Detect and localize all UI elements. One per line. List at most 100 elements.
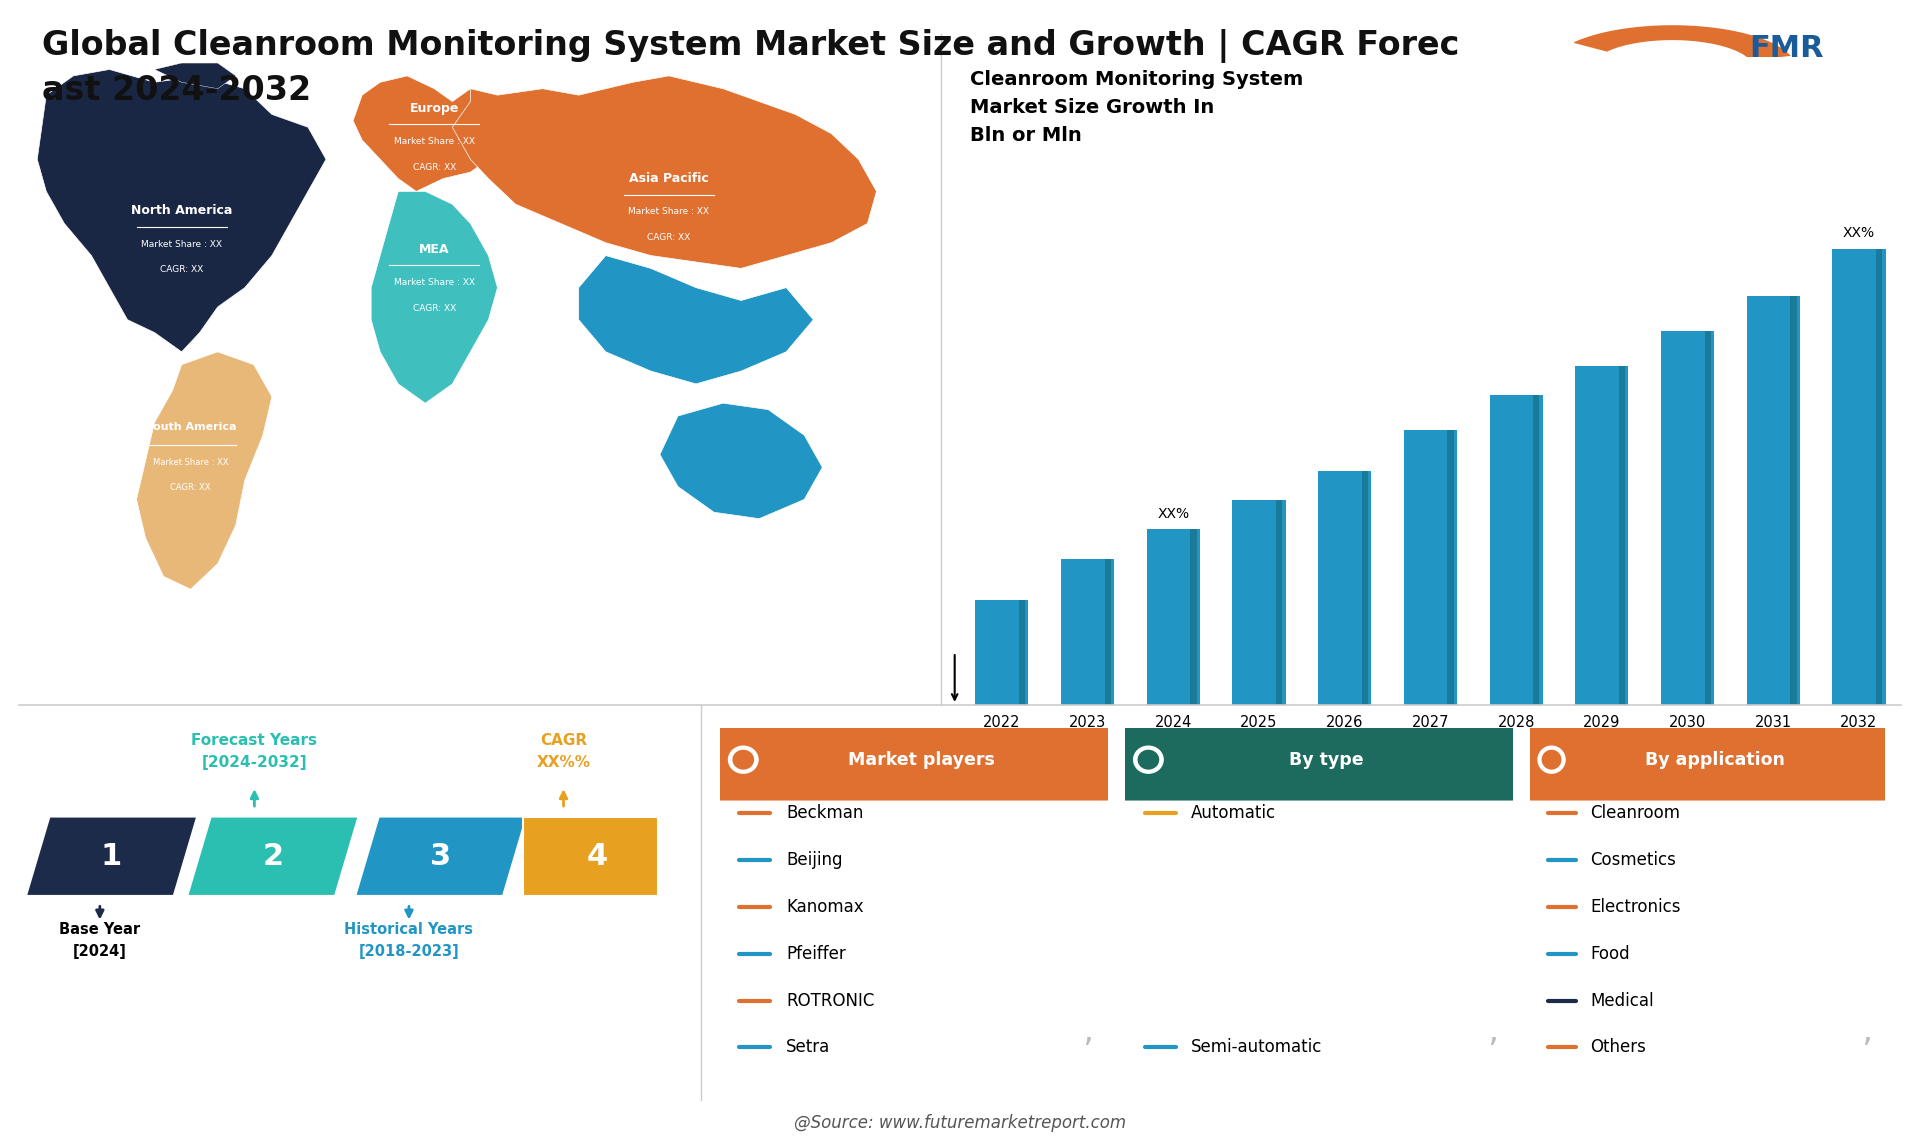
Circle shape: [1137, 749, 1160, 770]
FancyBboxPatch shape: [1112, 719, 1526, 801]
Circle shape: [1538, 746, 1565, 774]
Text: Cleanroom: Cleanroom: [1590, 804, 1680, 822]
Text: CAGR: XX: CAGR: XX: [413, 163, 455, 172]
Text: FMR: FMR: [1749, 33, 1824, 63]
Text: XX%: XX%: [1843, 226, 1876, 241]
Text: Forecast Years: Forecast Years: [192, 732, 317, 747]
Text: ’: ’: [1486, 1036, 1498, 1069]
Text: XX%: XX%: [1158, 507, 1188, 520]
Text: Base Year: Base Year: [60, 921, 140, 936]
Text: Global Cleanroom Monitoring System Market Size and Growth | CAGR Forec: Global Cleanroom Monitoring System Marke…: [42, 29, 1459, 63]
Polygon shape: [355, 816, 526, 896]
Polygon shape: [353, 76, 515, 191]
Polygon shape: [371, 191, 497, 403]
Text: CAGR: XX: CAGR: XX: [159, 265, 204, 274]
Polygon shape: [522, 816, 657, 896]
Text: South America: South America: [144, 423, 236, 432]
FancyBboxPatch shape: [1519, 719, 1897, 801]
Bar: [1876, 249, 1882, 705]
Text: Semi-automatic: Semi-automatic: [1190, 1038, 1323, 1057]
Text: Cleanroom Monitoring System
Market Size Growth In
Bln or Mln: Cleanroom Monitoring System Market Size …: [970, 70, 1304, 146]
Text: Europe: Europe: [409, 102, 459, 115]
Text: Beckman: Beckman: [785, 804, 864, 822]
Bar: [1104, 558, 1112, 705]
Text: Asia Pacific: Asia Pacific: [630, 172, 708, 186]
Polygon shape: [25, 816, 198, 896]
Bar: [975, 599, 1029, 705]
Text: By type: By type: [1290, 751, 1363, 769]
Polygon shape: [1572, 25, 1791, 61]
Text: ast 2024-2032: ast 2024-2032: [42, 74, 311, 108]
Polygon shape: [578, 256, 814, 384]
Text: [2024-2032]: [2024-2032]: [202, 755, 307, 770]
Bar: [1146, 529, 1200, 705]
Text: Market Share : XX: Market Share : XX: [394, 136, 474, 146]
Text: North America: North America: [131, 204, 232, 218]
Text: Pfeiffer: Pfeiffer: [785, 944, 845, 963]
Text: Medical: Medical: [1590, 991, 1655, 1010]
Bar: [1747, 296, 1799, 705]
Text: CAGR: CAGR: [540, 732, 588, 747]
Circle shape: [1542, 749, 1561, 770]
Text: Setra: Setra: [785, 1038, 829, 1057]
Text: Beijing: Beijing: [785, 850, 843, 869]
Text: CAGR: XX: CAGR: XX: [413, 304, 455, 313]
Text: ROTRONIC: ROTRONIC: [785, 991, 874, 1010]
Polygon shape: [136, 352, 273, 589]
Bar: [1619, 366, 1624, 705]
FancyBboxPatch shape: [707, 719, 1121, 801]
Text: ’: ’: [1081, 1036, 1092, 1069]
Text: 4: 4: [586, 841, 609, 871]
Circle shape: [1133, 746, 1164, 774]
Text: @Source: www.futuremarketreport.com: @Source: www.futuremarketreport.com: [795, 1114, 1125, 1132]
Polygon shape: [36, 70, 326, 352]
Bar: [1490, 395, 1542, 705]
Text: Food: Food: [1590, 944, 1630, 963]
Text: CAGR: XX: CAGR: XX: [647, 233, 691, 242]
Text: [2024]: [2024]: [73, 944, 127, 959]
Bar: [1574, 366, 1628, 705]
Text: Kanomax: Kanomax: [785, 897, 864, 916]
Text: Electronics: Electronics: [1590, 897, 1682, 916]
Polygon shape: [453, 76, 876, 268]
Polygon shape: [660, 403, 822, 519]
Bar: [1705, 331, 1711, 705]
Text: Historical Years: Historical Years: [344, 921, 474, 936]
Text: Cosmetics: Cosmetics: [1590, 850, 1676, 869]
Polygon shape: [186, 816, 359, 896]
Text: Market Share : XX: Market Share : XX: [142, 240, 223, 249]
Text: MEA: MEA: [419, 243, 449, 256]
Text: 1: 1: [102, 841, 123, 871]
Circle shape: [732, 749, 755, 770]
Polygon shape: [154, 63, 236, 88]
Text: By application: By application: [1645, 751, 1786, 769]
Text: Market Share : XX: Market Share : XX: [394, 278, 474, 286]
Text: [2018-2023]: [2018-2023]: [359, 944, 459, 959]
Text: 2: 2: [263, 841, 284, 871]
Text: CAGR: XX: CAGR: XX: [171, 484, 211, 493]
Text: FUTURE MARKET REPORT: FUTURE MARKET REPORT: [1738, 70, 1836, 79]
Text: Market Share : XX: Market Share : XX: [154, 457, 228, 466]
Bar: [1190, 529, 1196, 705]
Bar: [1661, 331, 1715, 705]
Bar: [1277, 500, 1283, 705]
Text: 3: 3: [430, 841, 451, 871]
Text: XX%%: XX%%: [536, 755, 591, 770]
Bar: [1404, 430, 1457, 705]
Text: ’: ’: [1860, 1036, 1872, 1069]
FancyBboxPatch shape: [1523, 776, 1893, 1086]
Text: Market players: Market players: [849, 751, 995, 769]
Bar: [1062, 558, 1114, 705]
Bar: [1020, 599, 1025, 705]
Text: Market Share : XX: Market Share : XX: [628, 207, 708, 217]
Bar: [1532, 395, 1540, 705]
Bar: [1832, 249, 1885, 705]
Bar: [1233, 500, 1286, 705]
FancyBboxPatch shape: [712, 776, 1116, 1086]
Bar: [1319, 471, 1371, 705]
FancyBboxPatch shape: [1117, 776, 1521, 1086]
Bar: [1448, 430, 1453, 705]
Text: Others: Others: [1590, 1038, 1647, 1057]
Bar: [1361, 471, 1369, 705]
Text: Automatic: Automatic: [1190, 804, 1277, 822]
